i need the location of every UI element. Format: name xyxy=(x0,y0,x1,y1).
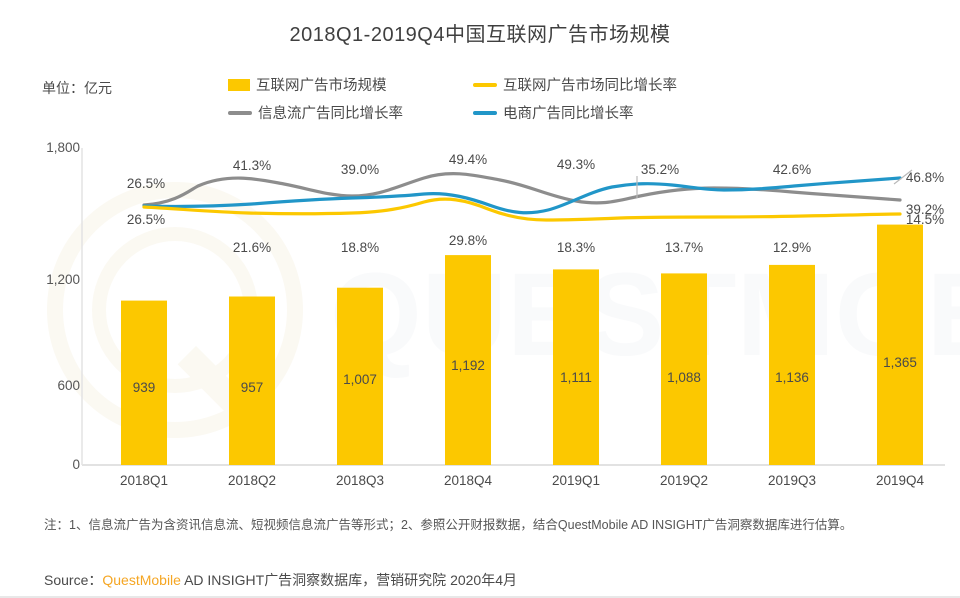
bar-value-label: 1,111 xyxy=(560,370,592,385)
x-tick-2019Q1: 2019Q1 xyxy=(551,473,601,488)
point-label-market-2018Q4: 29.8% xyxy=(448,233,488,248)
source-brand: QuestMobile xyxy=(102,572,181,588)
legend-swatch-line-icon xyxy=(473,110,497,115)
unit-label: 单位：亿元 xyxy=(42,80,112,96)
bar-value-label: 957 xyxy=(240,380,264,395)
legend-item-bar-market-size[interactable]: 互联网广告市场规模 xyxy=(228,74,473,95)
point-label-feed-2019Q4: 39.2% xyxy=(905,202,945,217)
legend-item-line-feed-growth[interactable]: 信息流广告同比增长率 xyxy=(228,102,473,123)
source-prefix: Source： xyxy=(44,572,103,588)
leader-line-468 xyxy=(893,169,913,185)
point-label-ecommerce-2019Q2: 35.2% xyxy=(640,162,680,177)
bar-2018Q3 xyxy=(337,287,383,465)
point-label-market-2018Q1: 26.5% xyxy=(126,212,166,227)
legend-swatch-line-icon xyxy=(473,82,497,87)
bar-value-label: 1,192 xyxy=(451,358,485,373)
point-label-ecommerce-2019Q4: 46.8% xyxy=(905,170,945,185)
y-tick: 1,800 xyxy=(46,140,80,155)
point-label-market-2019Q3: 12.9% xyxy=(772,240,812,255)
chart-source: Source：QuestMobile AD INSIGHT广告洞察数据库，营销研… xyxy=(44,570,517,590)
x-tick-2019Q2: 2019Q2 xyxy=(659,473,709,488)
point-label-feed-2018Q2: 41.3% xyxy=(232,158,272,173)
bar-value-label: 1,365 xyxy=(883,355,917,370)
bar-value-label: 1,088 xyxy=(667,370,701,385)
y-tick: 0 xyxy=(72,457,80,472)
bar-value-label: 939 xyxy=(132,380,156,395)
legend-label: 互联网广告市场规模 xyxy=(256,78,387,94)
bar-value-label: 1,136 xyxy=(775,370,809,385)
x-tick-2019Q4: 2019Q4 xyxy=(875,473,925,488)
legend-swatch-bar-icon xyxy=(228,78,250,91)
line-ecommerce-growth xyxy=(142,176,902,215)
chart-note: 注：1、信息流广告为含资讯信息流、短视频信息流广告等形式；2、参照公开财报数据，… xyxy=(44,518,853,532)
bar-2019Q3 xyxy=(769,264,815,465)
chart-legend: 互联网广告市场规模 互联网广告市场同比增长率 信息流广告同比增长率 电商广告同比… xyxy=(228,74,928,123)
legend-label: 互联网广告市场同比增长率 xyxy=(503,78,677,94)
y-axis: 1,800 1,200 600 0 xyxy=(30,0,80,598)
legend-item-line-market-growth[interactable]: 互联网广告市场同比增长率 xyxy=(473,74,928,95)
point-label-feed-2018Q3: 39.0% xyxy=(340,162,380,177)
bottom-divider xyxy=(0,596,960,598)
bar-2019Q2 xyxy=(661,273,707,465)
legend-swatch-line-icon xyxy=(228,110,252,115)
y-tick: 1,200 xyxy=(46,272,80,287)
x-tick-2018Q2: 2018Q2 xyxy=(227,473,277,488)
point-label-market-2018Q3: 18.8% xyxy=(340,240,380,255)
y-tick: 600 xyxy=(57,378,80,393)
point-label-market-2019Q2: 13.7% xyxy=(664,240,704,255)
bar-series xyxy=(121,224,923,465)
point-label-feed-2019Q3: 42.6% xyxy=(772,162,812,177)
bar-2018Q2 xyxy=(229,296,275,465)
point-label-feed-2019Q1: 49.3% xyxy=(556,157,596,172)
point-label-feed-2018Q1: 26.5% xyxy=(126,176,166,191)
bar-2019Q4 xyxy=(877,224,923,465)
point-label-market-2019Q1: 18.3% xyxy=(556,240,596,255)
bar-value-label: 1,007 xyxy=(343,372,377,387)
x-tick-2018Q4: 2018Q4 xyxy=(443,473,493,488)
bar-2018Q4 xyxy=(445,255,491,465)
point-label-market-2019Q4: 14.5% xyxy=(905,212,945,227)
legend-label: 电商广告同比增长率 xyxy=(503,106,634,122)
x-tick-2018Q3: 2018Q3 xyxy=(335,473,385,488)
bar-2018Q1 xyxy=(121,300,167,465)
point-label-market-2018Q2: 21.6% xyxy=(232,240,272,255)
line-feed-growth xyxy=(142,172,902,207)
source-rest: AD INSIGHT广告洞察数据库，营销研究院 2020年4月 xyxy=(180,572,518,588)
x-tick-2019Q3: 2019Q3 xyxy=(767,473,817,488)
point-label-feed-2018Q4: 49.4% xyxy=(448,152,488,167)
legend-item-line-ecommerce-growth[interactable]: 电商广告同比增长率 xyxy=(473,102,928,123)
page-title: 2018Q1-2019Q4中国互联网广告市场规模 xyxy=(289,24,671,46)
legend-label: 信息流广告同比增长率 xyxy=(258,106,403,122)
line-market-growth xyxy=(142,197,902,222)
x-tick-2018Q1: 2018Q1 xyxy=(119,473,169,488)
bar-2019Q1 xyxy=(553,269,599,465)
